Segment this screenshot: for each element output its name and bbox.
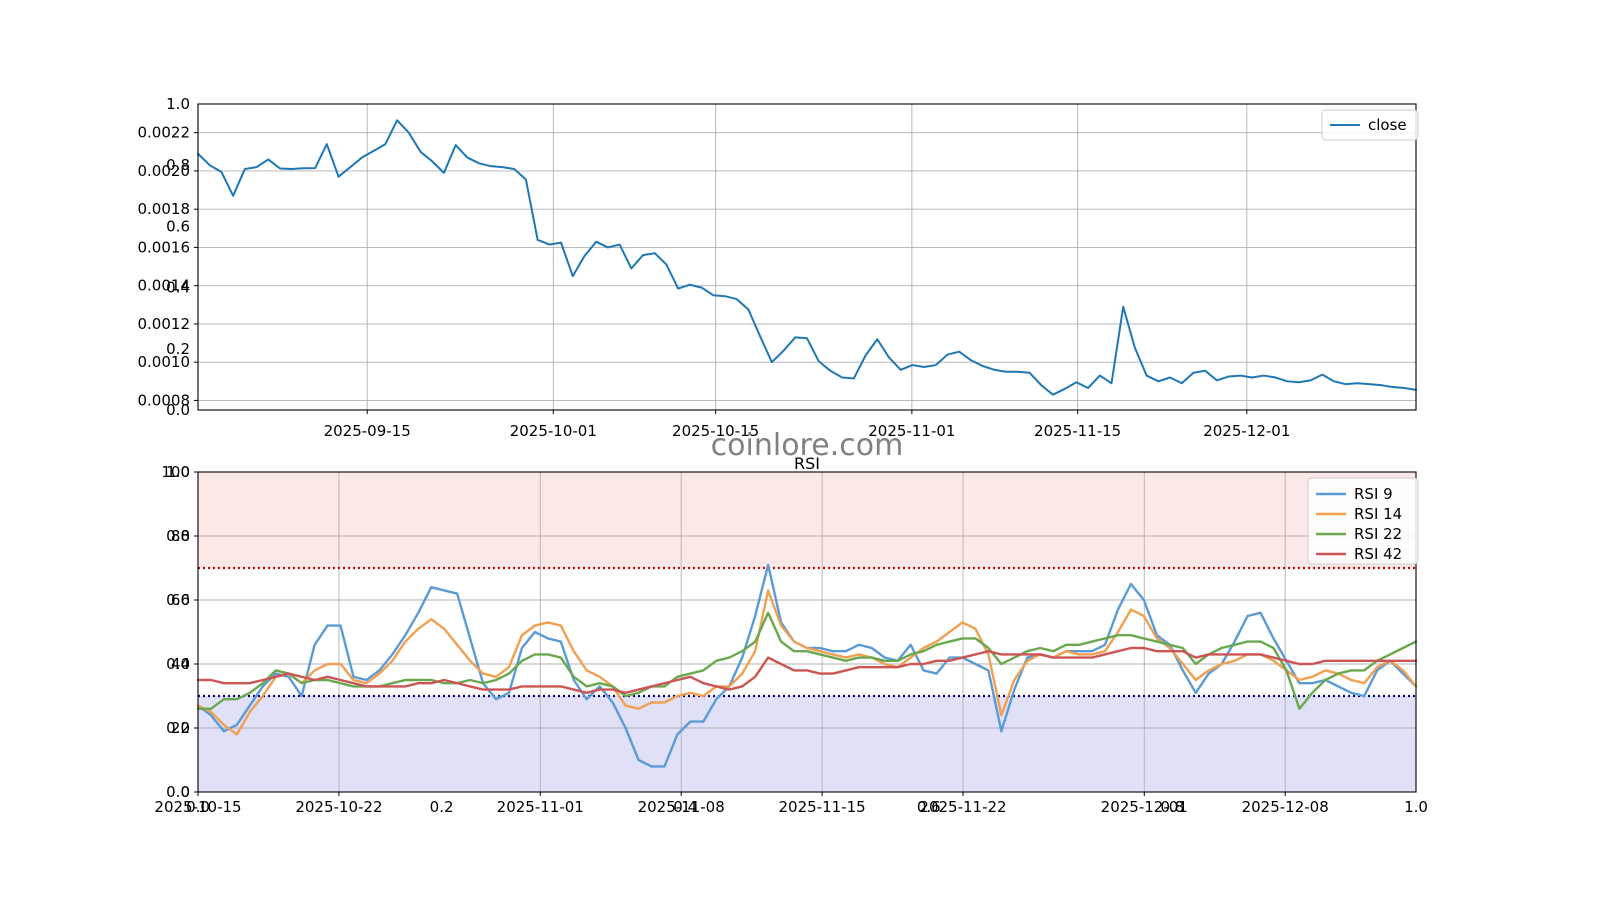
rsi-band-overbought (198, 472, 1416, 568)
rsi-legend-label-rsi-22: RSI 22 (1354, 525, 1402, 543)
rsi-y-tick-label: 40 (171, 655, 190, 673)
rsi-x-tick-label-secondary: 0.2 (430, 798, 454, 816)
rsi-series-rsi-14 (196, 589, 1418, 736)
price-y-tick-label-secondary: 0.2 (166, 340, 190, 358)
rsi-x-tick-label: 2025-12-01 (1101, 798, 1188, 816)
rsi-y-tick-label-secondary: 0.8 (166, 527, 190, 545)
rsi-x-tick-label-secondary: 1.0 (1404, 798, 1428, 816)
rsi-legend-label-rsi-9: RSI 9 (1354, 485, 1393, 503)
rsi-y-tick-label-secondary: 0.0 (166, 783, 190, 801)
rsi-x-tick-label: 2025-11-15 (779, 798, 866, 816)
price-series-close (197, 119, 1417, 396)
price-y-tick-label-secondary: 0.0 (166, 401, 190, 419)
rsi-y-tick-label: 0 (180, 783, 190, 801)
rsi-chart-panel: RSI 0 20 40 60 80 100 0.0 0.2 0.4 0.6 0.8 1.0 2025… (154, 454, 1428, 816)
rsi-y-tick-labels: 0 20 40 60 80 100 (161, 463, 190, 801)
rsi-x-tick-label: 2025-11-08 (638, 798, 725, 816)
rsi-threshold-bands (198, 472, 1416, 792)
rsi-x-tick-label-secondary: 0.0 (186, 798, 210, 816)
rsi-x-tick-label: 2025-10-15 (154, 798, 241, 816)
price-axis-spines (197, 103, 1417, 411)
price-x-tick-labels: 2025-09-15 2025-10-01 2025-10-15 2025-11-01… (324, 422, 1291, 440)
rsi-y-tick-label: 60 (171, 591, 190, 609)
rsi-y-tick-labels-secondary: 0.0 0.2 0.4 0.6 0.8 1.0 (166, 463, 190, 801)
rsi-band-oversold (198, 696, 1416, 792)
rsi-x-tick-label-secondary: 0.6 (917, 798, 941, 816)
price-y-tick-label-secondary: 0.4 (166, 279, 190, 297)
price-plot-background (198, 104, 1416, 410)
rsi-x-tick-label: 2025-11-22 (919, 798, 1006, 816)
price-y-tick-label: 0.0012 (138, 315, 191, 333)
rsi-legend[interactable]: RSI 9 RSI 14 RSI 22 RSI 42 (1307, 477, 1419, 565)
price-y-tick-label: 0.0008 (138, 391, 191, 409)
price-legend[interactable]: close (1321, 109, 1419, 141)
rsi-x-tick-label-secondary: 0.8 (1160, 798, 1184, 816)
rsi-axis-spines (197, 471, 1417, 793)
price-x-tick-label: 2025-10-15 (672, 422, 759, 440)
rsi-x-tick-label-secondary: 0.4 (673, 798, 697, 816)
price-chart-panel: 0.00080.00100.00120.00140.00160.00180.00… (138, 95, 1419, 440)
rsi-y-tick-label-secondary: 1.0 (166, 463, 190, 481)
price-y-tick-labels-secondary: 0.0 0.2 0.4 0.6 0.8 1.0 (166, 95, 190, 419)
rsi-series-rsi-22 (196, 611, 1418, 710)
price-legend-label-close: close (1368, 116, 1407, 134)
rsi-y-tick-label-secondary: 0.2 (166, 719, 190, 737)
price-y-tick-label: 0.0016 (138, 238, 191, 256)
rsi-y-tick-label: 80 (171, 527, 190, 545)
rsi-x-tick-labels: 2025-10-15 2025-10-22 2025-11-01 2025-11-08… (154, 798, 1328, 816)
rsi-x-tick-label: 2025-10-22 (295, 798, 382, 816)
price-series-lines (197, 119, 1417, 396)
rsi-y-tick-label: 100 (161, 463, 190, 481)
rsi-y-tick-label-secondary: 0.6 (166, 591, 190, 609)
rsi-legend-label-rsi-14: RSI 14 (1354, 505, 1402, 523)
rsi-y-tick-label: 20 (171, 719, 190, 737)
rsi-reference-lines (198, 566, 1416, 698)
price-y-tick-label: 0.0022 (138, 124, 191, 142)
price-y-tick-label: 0.0020 (138, 162, 191, 180)
rsi-series-lines (196, 563, 1418, 768)
rsi-x-tick-labels-secondary: 0.0 0.2 0.4 0.6 0.8 1.0 (186, 798, 1428, 816)
price-x-tick-label: 2025-10-01 (510, 422, 597, 440)
rsi-y-tick-label-secondary: 0.4 (166, 655, 190, 673)
price-x-tick-label: 2025-11-01 (868, 422, 955, 440)
watermark-label: coinlore.com (711, 428, 904, 463)
price-tickmarks (194, 132, 1248, 414)
rsi-legend-box[interactable] (1307, 477, 1419, 565)
price-x-tick-label: 2025-09-15 (324, 422, 411, 440)
price-y-tick-label: 0.0010 (138, 353, 191, 371)
rsi-panel-title: RSI (794, 454, 820, 473)
rsi-series-rsi-42 (196, 646, 1418, 694)
price-y-tick-label-secondary: 1.0 (166, 95, 190, 113)
rsi-tickmarks (194, 471, 1286, 796)
price-y-tick-label-secondary: 0.6 (166, 217, 190, 235)
rsi-x-tick-label: 2025-11-01 (497, 798, 584, 816)
rsi-x-tick-label: 2025-12-08 (1242, 798, 1329, 816)
price-legend-box[interactable] (1321, 109, 1419, 141)
price-y-tick-labels: 0.0008 0.0010 0.0012 0.0014 0.0016 0.0018 0.00… (138, 124, 191, 410)
rsi-legend-label-rsi-42: RSI 42 (1354, 545, 1402, 563)
price-y-tick-label: 0.0014 (138, 277, 191, 295)
price-x-tick-label: 2025-12-01 (1203, 422, 1290, 440)
price-y-tick-label-secondary: 0.8 (166, 156, 190, 174)
price-y-tick-label: 0.0018 (138, 200, 191, 218)
price-x-tick-label: 2025-11-15 (1034, 422, 1121, 440)
